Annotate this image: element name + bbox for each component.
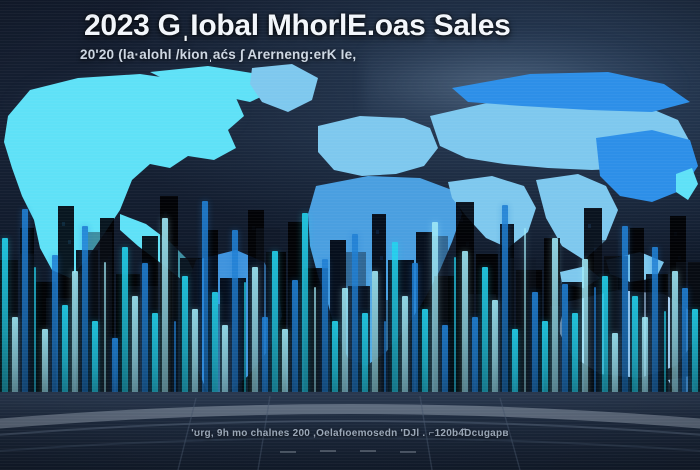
chart-bar (132, 296, 138, 408)
chart-bar (582, 258, 588, 408)
chart-bar (2, 238, 8, 408)
chart-bar (453, 257, 457, 408)
chart-bar (122, 246, 128, 408)
chart-bar (192, 308, 198, 408)
chart-bar (692, 308, 698, 408)
chart-bar (212, 292, 218, 408)
page-title: 2023 GˌIobal MhorlE.oas Sales (84, 9, 511, 42)
chart-bar (612, 333, 618, 408)
chart-bar (532, 292, 538, 408)
chart-bar (652, 246, 658, 408)
chart-bar (72, 271, 78, 408)
chart-bar (332, 321, 338, 408)
chart-bar (282, 329, 288, 408)
highway-icon (0, 392, 700, 470)
chart-bar (352, 234, 358, 408)
chart-bar (262, 316, 268, 408)
chart-bar (33, 267, 37, 408)
chart-bar (572, 312, 578, 408)
chart-bar (302, 213, 308, 408)
chart-bar (173, 320, 177, 408)
chart-bar (272, 250, 278, 408)
chart-bar (482, 267, 488, 408)
chart-bar (232, 229, 238, 408)
chart-bar (162, 217, 168, 408)
chart-bar (562, 283, 568, 408)
chart-bar (672, 271, 678, 408)
chart-bar (82, 225, 88, 408)
chart-bar (92, 321, 98, 408)
chart-bar (542, 321, 548, 408)
chart-bar (313, 286, 317, 408)
chart-bar (62, 304, 68, 408)
footer-caption: 'ʊrɡ, 9h mo chalnes 200 ,Oelafıoemosedn … (191, 428, 509, 439)
chart-bar (342, 287, 348, 408)
chart-bar (472, 316, 478, 408)
chart-bar (632, 296, 638, 408)
chart-bar (462, 250, 468, 408)
chart-bar (292, 279, 298, 408)
chart-bar (492, 300, 498, 408)
chart-bar (152, 312, 158, 408)
chart-bar (622, 225, 628, 408)
chart-bar (202, 201, 208, 408)
chart-bar (52, 254, 58, 408)
chart-bar (432, 221, 438, 408)
chart-bar (523, 228, 527, 408)
chart-bar (442, 325, 448, 408)
chart-bar (243, 281, 247, 408)
chart-bar (182, 275, 188, 408)
chart-bar (682, 287, 688, 408)
chart-bar (593, 286, 597, 408)
chart-bar (12, 316, 18, 408)
chart-bar (252, 267, 258, 408)
chart-bar (142, 263, 148, 408)
chart-bar (412, 263, 418, 408)
chart-bar (112, 337, 118, 408)
chart-bar (42, 329, 48, 408)
chart-bar (392, 242, 398, 408)
chart-bar (402, 296, 408, 408)
chart-bar (602, 275, 608, 408)
chart-bar (362, 312, 368, 408)
chart-bar (422, 308, 428, 408)
chart-bar (552, 238, 558, 408)
chart-bar (103, 262, 107, 408)
bar-chart (0, 183, 700, 408)
chart-bar (502, 205, 508, 408)
chart-bar (512, 329, 518, 408)
chart-bar (22, 209, 28, 408)
chart-bar (222, 325, 228, 408)
chart-bar (663, 310, 667, 408)
chart-bar (322, 258, 328, 408)
chart-bar (642, 316, 648, 408)
page-subtitle: 20'20 (la·alohl /kionˌaćs ∫ Arerneng:erK… (80, 47, 357, 62)
chart-bar (383, 320, 387, 408)
chart-bar (372, 271, 378, 408)
